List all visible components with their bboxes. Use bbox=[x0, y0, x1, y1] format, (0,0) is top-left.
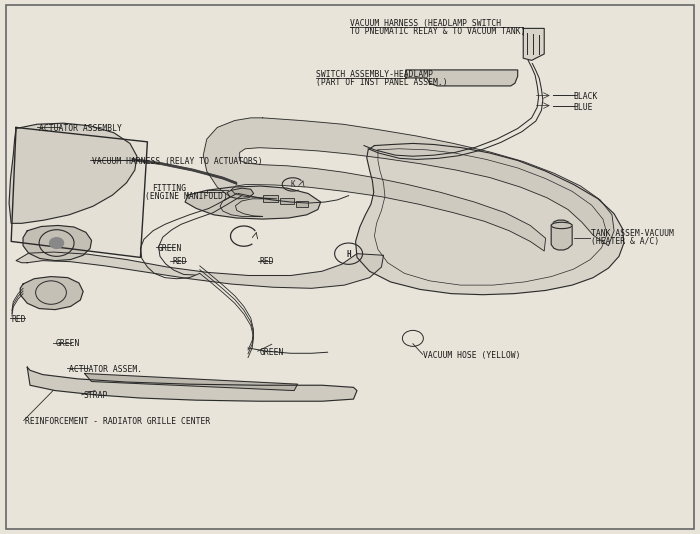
Polygon shape bbox=[16, 252, 384, 288]
Text: GREEN: GREEN bbox=[259, 348, 284, 357]
Ellipse shape bbox=[551, 222, 572, 229]
Polygon shape bbox=[406, 70, 518, 86]
Text: STRAP: STRAP bbox=[83, 391, 108, 400]
Text: VACUUM HOSE (YELLOW): VACUUM HOSE (YELLOW) bbox=[423, 351, 520, 360]
Text: FITTING: FITTING bbox=[153, 184, 186, 193]
Polygon shape bbox=[20, 277, 83, 310]
Polygon shape bbox=[185, 186, 321, 219]
Text: K: K bbox=[290, 180, 295, 189]
Text: (PART OF INST PANEL ASSEM.): (PART OF INST PANEL ASSEM.) bbox=[316, 77, 448, 87]
Text: VACUUM HARNESS (RELAY TO ACTUATORS): VACUUM HARNESS (RELAY TO ACTUATORS) bbox=[92, 157, 262, 166]
Text: RED: RED bbox=[259, 257, 274, 266]
Polygon shape bbox=[524, 28, 544, 60]
Polygon shape bbox=[9, 123, 137, 223]
Text: BLACK: BLACK bbox=[573, 92, 598, 101]
Bar bbox=[295, 201, 308, 207]
Bar bbox=[280, 198, 294, 204]
Text: H: H bbox=[346, 250, 351, 258]
Text: SWITCH ASSEMBLY-HEADLAMP: SWITCH ASSEMBLY-HEADLAMP bbox=[316, 70, 433, 78]
Text: BLUE: BLUE bbox=[573, 103, 593, 112]
Text: ACTUATOR ASSEMBLY: ACTUATOR ASSEMBLY bbox=[39, 124, 122, 133]
Text: VACUUM HARNESS (HEADLAMP SWITCH: VACUUM HARNESS (HEADLAMP SWITCH bbox=[350, 19, 501, 28]
Polygon shape bbox=[11, 128, 148, 257]
Polygon shape bbox=[227, 188, 253, 199]
Text: GREEN: GREEN bbox=[158, 244, 181, 253]
Polygon shape bbox=[356, 144, 624, 295]
Text: RED: RED bbox=[173, 257, 187, 266]
Polygon shape bbox=[27, 367, 357, 401]
Polygon shape bbox=[551, 220, 572, 250]
Text: GREEN: GREEN bbox=[55, 339, 80, 348]
Text: (HEATER & A/C): (HEATER & A/C) bbox=[591, 238, 659, 247]
Text: RED: RED bbox=[11, 315, 26, 324]
Polygon shape bbox=[85, 373, 298, 390]
Polygon shape bbox=[203, 118, 614, 251]
Text: REINFORCEMENT - RADIATOR GRILLE CENTER: REINFORCEMENT - RADIATOR GRILLE CENTER bbox=[25, 417, 211, 426]
Text: ACTUATOR ASSEM.: ACTUATOR ASSEM. bbox=[69, 365, 142, 374]
Bar bbox=[262, 194, 278, 202]
Text: (ENGINE MANIFOLD): (ENGINE MANIFOLD) bbox=[146, 192, 228, 201]
Circle shape bbox=[50, 238, 64, 248]
Text: TANK ASSEM-VACUUM: TANK ASSEM-VACUUM bbox=[591, 230, 674, 239]
Polygon shape bbox=[23, 225, 92, 261]
Text: TO PNEUMATIC RELAY & TO VACUUM TANK): TO PNEUMATIC RELAY & TO VACUUM TANK) bbox=[350, 27, 526, 36]
